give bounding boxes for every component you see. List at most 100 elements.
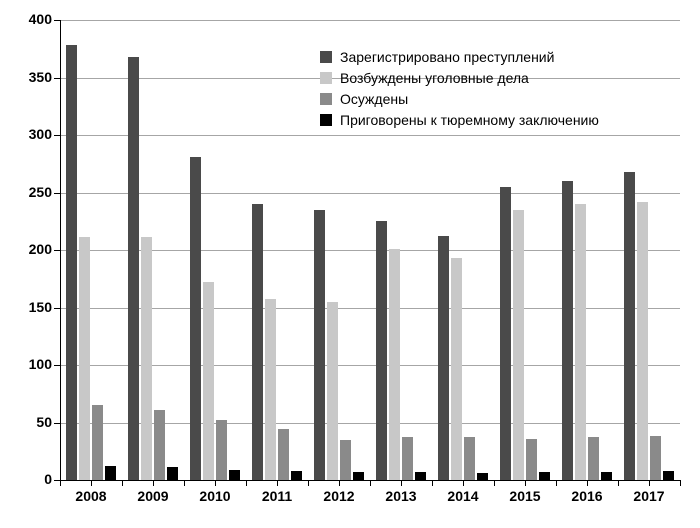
bar-registered <box>624 172 635 480</box>
bar-registered <box>252 204 263 480</box>
x-boundary-tick <box>618 480 619 486</box>
bar-initiated <box>389 249 400 480</box>
bar-initiated <box>203 282 214 480</box>
x-tick <box>277 480 278 486</box>
y-axis <box>60 20 61 480</box>
bar-convicted <box>92 405 103 480</box>
bar-convicted <box>402 437 413 480</box>
bar-initiated <box>265 299 276 480</box>
gridline <box>60 20 680 21</box>
x-axis-label: 2009 <box>137 488 168 504</box>
x-boundary-tick <box>556 480 557 486</box>
bar-convicted <box>340 440 351 480</box>
bar-initiated <box>451 258 462 480</box>
bar-imprisoned <box>415 472 426 480</box>
x-boundary-tick <box>370 480 371 486</box>
bar-registered <box>190 157 201 480</box>
legend-label: Зарегистрировано преступлений <box>340 48 554 67</box>
x-boundary-tick <box>494 480 495 486</box>
legend-item: Приговорены к тюремному заключению <box>320 111 599 130</box>
chart-container: Зарегистрировано преступлений Возбуждены … <box>0 0 700 528</box>
x-axis-label: 2016 <box>571 488 602 504</box>
x-tick <box>587 480 588 486</box>
bar-convicted <box>588 437 599 480</box>
bar-convicted <box>216 420 227 480</box>
bar-imprisoned <box>601 472 612 480</box>
x-boundary-tick <box>308 480 309 486</box>
x-tick <box>153 480 154 486</box>
x-boundary-tick <box>60 480 61 486</box>
legend: Зарегистрировано преступлений Возбуждены … <box>320 48 599 132</box>
y-axis-label: 200 <box>12 241 52 257</box>
bar-convicted <box>154 410 165 480</box>
bar-imprisoned <box>229 470 240 480</box>
bar-convicted <box>464 437 475 480</box>
y-axis-label: 250 <box>12 184 52 200</box>
x-tick <box>649 480 650 486</box>
y-axis-label: 300 <box>12 126 52 142</box>
bar-imprisoned <box>167 467 178 480</box>
legend-label: Приговорены к тюремному заключению <box>340 111 599 130</box>
y-axis-label: 0 <box>12 471 52 487</box>
gridline <box>60 250 680 251</box>
legend-swatch-icon <box>320 93 332 105</box>
gridline <box>60 365 680 366</box>
x-axis-label: 2008 <box>75 488 106 504</box>
bar-registered <box>128 57 139 480</box>
bar-registered <box>376 221 387 480</box>
bar-registered <box>500 187 511 480</box>
x-boundary-tick <box>246 480 247 486</box>
bar-initiated <box>79 237 90 480</box>
x-tick <box>339 480 340 486</box>
legend-swatch-icon <box>320 114 332 126</box>
bar-imprisoned <box>539 472 550 480</box>
x-boundary-tick <box>122 480 123 486</box>
gridline <box>60 308 680 309</box>
bar-convicted <box>650 436 661 480</box>
bar-imprisoned <box>291 471 302 480</box>
bar-imprisoned <box>105 466 116 480</box>
legend-swatch-icon <box>320 51 332 63</box>
legend-item: Зарегистрировано преступлений <box>320 48 599 67</box>
bar-initiated <box>575 204 586 480</box>
bar-initiated <box>513 210 524 480</box>
legend-item: Осуждены <box>320 90 599 109</box>
gridline <box>60 193 680 194</box>
gridline <box>60 135 680 136</box>
x-axis-label: 2011 <box>262 488 292 504</box>
x-boundary-tick <box>184 480 185 486</box>
x-tick <box>401 480 402 486</box>
x-tick <box>463 480 464 486</box>
bar-initiated <box>327 302 338 480</box>
x-tick <box>215 480 216 486</box>
x-tick <box>525 480 526 486</box>
bar-convicted <box>526 439 537 480</box>
bar-registered <box>438 236 449 480</box>
x-axis-label: 2013 <box>385 488 416 504</box>
x-tick <box>91 480 92 486</box>
legend-item: Возбуждены уголовные дела <box>320 69 599 88</box>
bar-registered <box>66 45 77 480</box>
bar-convicted <box>278 429 289 480</box>
legend-swatch-icon <box>320 72 332 84</box>
x-axis-label: 2015 <box>509 488 540 504</box>
bar-imprisoned <box>663 471 674 480</box>
bar-imprisoned <box>477 473 488 480</box>
legend-label: Возбуждены уголовные дела <box>340 69 529 88</box>
x-axis-label: 2010 <box>199 488 230 504</box>
y-axis-label: 100 <box>12 356 52 372</box>
y-axis-label: 150 <box>12 299 52 315</box>
bar-initiated <box>637 202 648 480</box>
bar-imprisoned <box>353 472 364 480</box>
bar-registered <box>562 181 573 480</box>
y-axis-label: 350 <box>12 69 52 85</box>
x-axis-label: 2012 <box>323 488 354 504</box>
x-boundary-tick <box>680 480 681 486</box>
y-axis-label: 50 <box>12 414 52 430</box>
legend-label: Осуждены <box>340 90 408 109</box>
x-axis-label: 2017 <box>633 488 664 504</box>
bar-initiated <box>141 237 152 480</box>
x-boundary-tick <box>432 480 433 486</box>
x-axis-label: 2014 <box>447 488 478 504</box>
y-axis-label: 400 <box>12 11 52 27</box>
